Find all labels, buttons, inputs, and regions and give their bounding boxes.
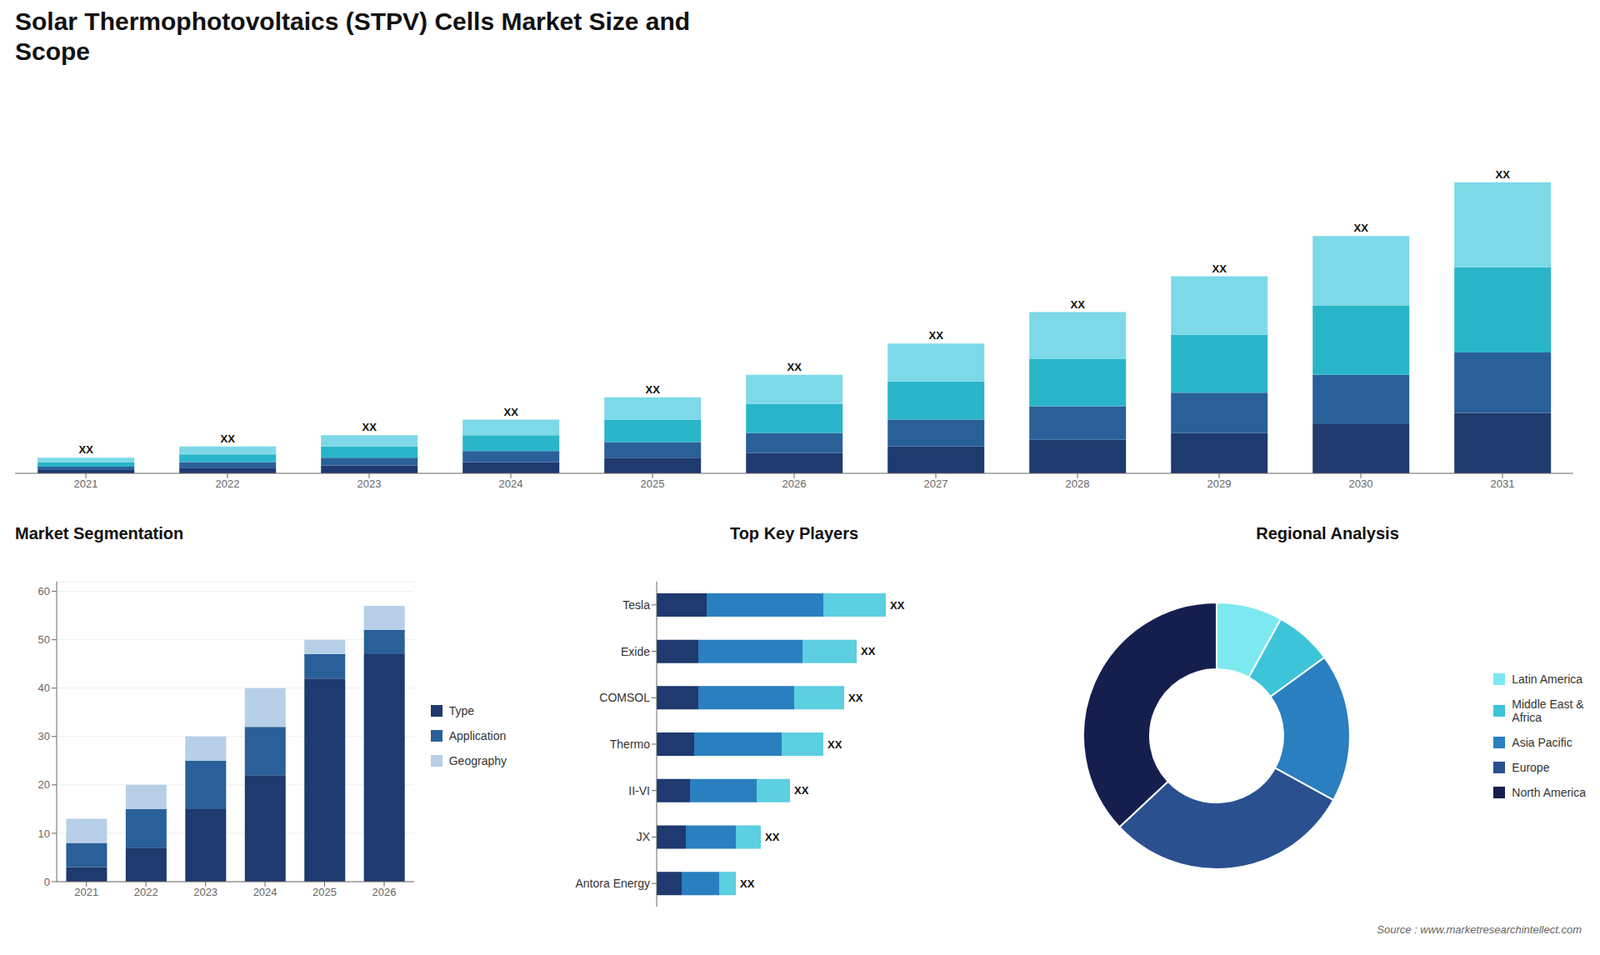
svg-text:2030: 2030 [1349, 477, 1374, 490]
svg-text:XX: XX [740, 877, 755, 890]
svg-text:XX: XX [504, 405, 520, 419]
svg-text:XX: XX [1070, 298, 1086, 311]
svg-text:Antora Energy: Antora Energy [575, 876, 651, 890]
svg-text:COMSOL: COMSOL [599, 690, 650, 705]
svg-text:XX: XX [794, 784, 810, 797]
svg-text:II-VI: II-VI [628, 784, 650, 798]
svg-text:30: 30 [38, 730, 50, 743]
html-text:Latin America: Latin America [1511, 672, 1583, 686]
svg-text:XX: XX [220, 432, 236, 445]
svg-text:40: 40 [38, 681, 50, 695]
svg-text:2026: 2026 [782, 477, 807, 490]
svg-text:XX: XX [1495, 168, 1511, 181]
html-text:Top Key Players: Top Key Players [729, 524, 859, 543]
html-text:Middle East &: Middle East & [1511, 697, 1584, 711]
html-text:Application: Application [448, 729, 506, 743]
svg-text:XX: XX [929, 329, 945, 342]
svg-text:XX: XX [1212, 262, 1228, 275]
html-text:Source : www.marketresearchint: Source : www.marketresearchintellect.com [1376, 923, 1582, 936]
html-text:Africa: Africa [1511, 710, 1542, 725]
svg-text:XX: XX [827, 738, 843, 751]
svg-text:20: 20 [38, 778, 50, 791]
svg-text:2021: 2021 [74, 477, 99, 490]
html-text:Regional Analysis: Regional Analysis [1256, 524, 1399, 543]
svg-text:XX: XX [79, 443, 95, 456]
svg-text:XX: XX [645, 383, 661, 396]
svg-text:2023: 2023 [193, 885, 218, 899]
svg-text:Tesla: Tesla [622, 598, 650, 612]
svg-text:XX: XX [765, 830, 780, 844]
html-text:Solar Thermophotovoltaics (STP: Solar Thermophotovoltaics (STPV) Cells M… [15, 7, 691, 65]
svg-text:2024: 2024 [499, 477, 524, 490]
svg-text:2024: 2024 [253, 885, 278, 899]
svg-text:XX: XX [787, 360, 803, 374]
svg-text:2027: 2027 [924, 477, 949, 490]
html-text:Geography: Geography [448, 754, 507, 768]
svg-text:2022: 2022 [134, 885, 159, 899]
svg-text:2025: 2025 [312, 885, 337, 899]
svg-text:XX: XX [362, 420, 378, 434]
svg-text:2021: 2021 [74, 885, 99, 899]
svg-text:XX: XX [860, 645, 876, 658]
svg-text:2026: 2026 [372, 885, 397, 899]
svg-text:2028: 2028 [1065, 477, 1090, 490]
html-text:Type: Type [448, 704, 475, 718]
svg-text:JX: JX [636, 830, 651, 844]
svg-text:0: 0 [44, 875, 50, 889]
html-text:Market Segmentation: Market Segmentation [15, 524, 184, 543]
svg-text:50: 50 [38, 633, 50, 646]
svg-text:XX: XX [848, 691, 864, 705]
svg-text:2022: 2022 [215, 477, 240, 490]
svg-text:Thermo: Thermo [610, 737, 650, 751]
svg-text:XX: XX [890, 599, 905, 612]
svg-text:2029: 2029 [1207, 477, 1232, 490]
svg-text:60: 60 [38, 585, 50, 598]
svg-text:2025: 2025 [640, 477, 665, 490]
svg-text:10: 10 [38, 827, 50, 840]
html-text:Europe: Europe [1511, 760, 1550, 775]
html-text:Asia Pacific: Asia Pacific [1511, 735, 1573, 750]
html-text:North America: North America [1511, 785, 1586, 800]
svg-text:XX: XX [1354, 221, 1370, 235]
svg-text:Exide: Exide [620, 645, 650, 659]
svg-text:2023: 2023 [357, 477, 382, 490]
svg-text:2031: 2031 [1490, 477, 1515, 490]
